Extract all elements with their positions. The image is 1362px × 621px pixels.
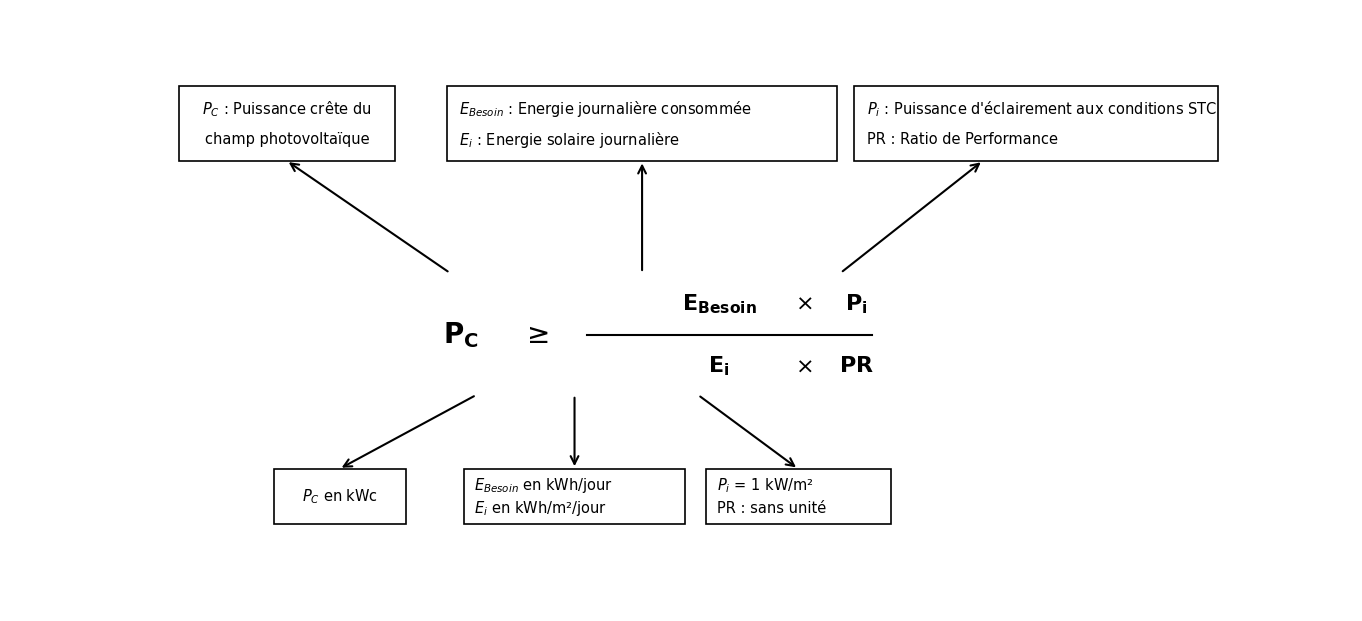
Text: $P_C$ en kWc: $P_C$ en kWc: [301, 487, 377, 506]
Text: $\times$: $\times$: [795, 294, 812, 314]
Text: $E_{Besoin}$ : Energie journalière consommée: $E_{Besoin}$ : Energie journalière conso…: [459, 99, 752, 119]
Text: $\mathbf{E_i}$: $\mathbf{E_i}$: [708, 355, 730, 378]
FancyBboxPatch shape: [274, 469, 406, 524]
Text: $E_i$ en kWh/m²/jour: $E_i$ en kWh/m²/jour: [474, 499, 607, 518]
Text: $\mathbf{E_{Besoin}}$: $\mathbf{E_{Besoin}}$: [682, 292, 756, 316]
Text: $E_{Besoin}$ en kWh/jour: $E_{Besoin}$ en kWh/jour: [474, 476, 613, 495]
Text: $\mathbf{P_i}$: $\mathbf{P_i}$: [844, 292, 868, 316]
Text: $\geq$: $\geq$: [520, 321, 549, 349]
Text: $P_C$ : Puissance crête du: $P_C$ : Puissance crête du: [202, 99, 372, 119]
Text: PR : sans unité: PR : sans unité: [716, 501, 827, 516]
Text: $P_i$ : Puissance d'éclairement aux conditions STC: $P_i$ : Puissance d'éclairement aux cond…: [866, 99, 1218, 119]
Text: $\mathbf{PR}$: $\mathbf{PR}$: [839, 356, 874, 376]
FancyBboxPatch shape: [854, 86, 1219, 161]
FancyBboxPatch shape: [178, 86, 395, 161]
Text: $\mathbf{P_C}$: $\mathbf{P_C}$: [443, 320, 478, 350]
FancyBboxPatch shape: [707, 469, 891, 524]
Text: champ photovoltaïque: champ photovoltaïque: [204, 132, 369, 147]
Text: PR : Ratio de Performance: PR : Ratio de Performance: [866, 132, 1058, 147]
Text: $P_i$ = 1 kW/m²: $P_i$ = 1 kW/m²: [716, 476, 813, 495]
Text: $E_i$ : Energie solaire journalière: $E_i$ : Energie solaire journalière: [459, 130, 680, 150]
Text: $\times$: $\times$: [795, 356, 812, 376]
FancyBboxPatch shape: [463, 469, 685, 524]
FancyBboxPatch shape: [447, 86, 838, 161]
